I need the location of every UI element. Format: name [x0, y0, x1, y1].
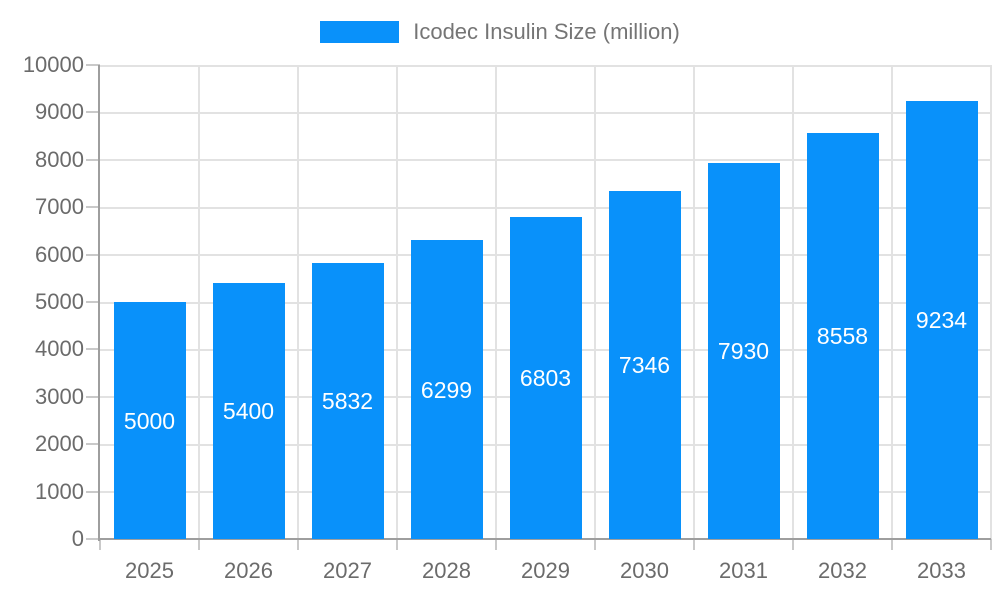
bar[interactable]	[707, 163, 780, 539]
y-axis-line	[98, 65, 100, 541]
bar-value-label: 6299	[420, 376, 473, 403]
y-axis-label: 2000	[35, 431, 84, 457]
gridline-x	[495, 65, 497, 539]
y-axis-tick	[86, 301, 100, 303]
y-axis-label: 4000	[35, 336, 84, 362]
bar[interactable]	[509, 217, 582, 539]
x-axis-tick	[792, 539, 794, 550]
gridline-y	[100, 206, 991, 209]
bar-value-label: 6803	[519, 365, 572, 391]
y-axis-tick	[86, 111, 100, 114]
y-axis-tick	[86, 395, 100, 398]
x-axis-label: 2032	[818, 558, 867, 583]
y-axis-tick	[86, 538, 100, 540]
x-axis-tick	[495, 539, 497, 550]
bar-value-label: 5832	[321, 388, 374, 414]
legend-swatch	[320, 21, 400, 43]
x-axis-label: 2026	[224, 558, 273, 583]
y-axis-label: 9000	[35, 99, 84, 125]
y-axis-label: 3000	[35, 383, 84, 409]
x-axis-label: 2031	[719, 558, 768, 583]
y-axis-label: 1000	[35, 478, 84, 504]
gridline-x	[792, 65, 794, 539]
x-axis-line	[98, 538, 991, 540]
bar-value-label: 5400	[222, 398, 275, 424]
bar-value-label: 8558	[816, 323, 869, 349]
bar[interactable]	[212, 283, 285, 539]
x-axis-tick	[396, 539, 398, 550]
x-axis-tick	[198, 539, 200, 550]
gridline-y	[100, 111, 991, 114]
bar[interactable]	[311, 263, 384, 539]
x-axis-label: 2030	[620, 558, 669, 583]
bar[interactable]	[905, 101, 978, 539]
bar-value-label: 7930	[717, 338, 770, 364]
bar[interactable]	[113, 302, 186, 539]
x-axis-tick	[99, 539, 101, 550]
gridline-y	[100, 159, 991, 162]
x-axis-label: 2028	[422, 558, 471, 583]
y-axis-tick	[86, 253, 100, 256]
bar[interactable]	[410, 240, 483, 539]
y-axis-label: 7000	[35, 194, 84, 220]
bar-value-label: 5000	[123, 407, 176, 434]
legend: Icodec Insulin Size (million)	[0, 19, 1000, 45]
y-axis-tick	[86, 158, 100, 161]
gridline-x	[990, 65, 992, 539]
y-axis-tick	[86, 348, 100, 351]
y-axis-label: 6000	[35, 241, 84, 267]
x-axis-tick	[594, 539, 596, 550]
gridline-x	[594, 65, 596, 539]
gridline-y	[100, 64, 991, 67]
y-axis-tick	[86, 206, 100, 209]
x-axis-label: 2027	[323, 558, 372, 583]
x-axis-tick	[693, 539, 695, 550]
x-axis-label: 2033	[917, 558, 966, 583]
bar[interactable]	[806, 133, 879, 539]
y-axis-tick	[86, 443, 100, 446]
y-axis-label: 10000	[22, 52, 84, 77]
y-axis-label: 0	[71, 526, 84, 551]
legend-label: Icodec Insulin Size (million)	[413, 19, 680, 44]
y-axis-tick	[86, 490, 100, 493]
x-axis-tick	[297, 539, 299, 550]
x-axis-label: 2025	[125, 558, 174, 583]
gridline-x	[891, 65, 893, 539]
bar[interactable]	[608, 191, 681, 539]
y-axis-tick	[86, 64, 100, 66]
gridline-x	[297, 65, 299, 539]
gridline-x	[198, 65, 200, 539]
y-axis-label: 8000	[35, 146, 84, 172]
x-axis-tick	[891, 539, 893, 550]
bar-value-label: 7346	[618, 352, 671, 378]
x-axis-tick	[990, 539, 992, 550]
y-axis-label: 5000	[35, 289, 84, 314]
gridline-x	[693, 65, 695, 539]
gridline-x	[396, 65, 398, 539]
x-axis-label: 2029	[521, 558, 570, 583]
bar-value-label: 9234	[915, 307, 968, 333]
